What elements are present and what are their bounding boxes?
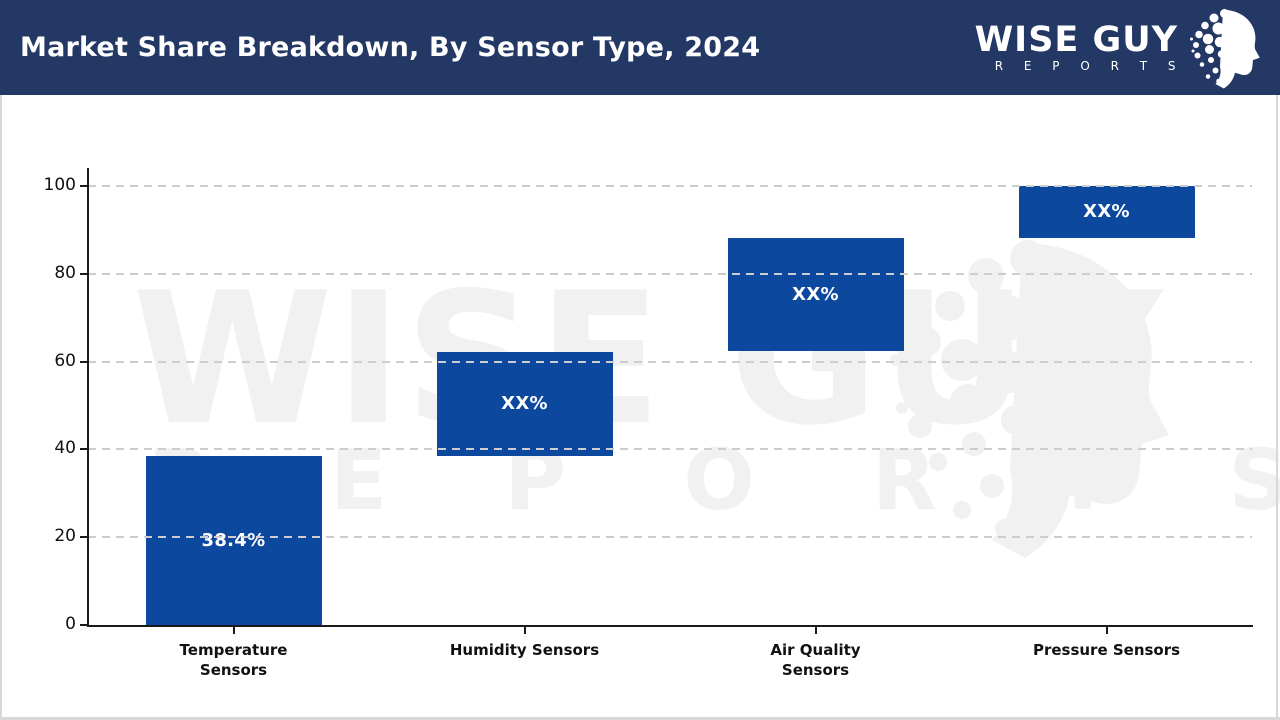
- dotted-head-logo-icon: [1180, 6, 1266, 90]
- wise-guy-reports-logo: WISE GUY R E P O R T S: [975, 6, 1266, 90]
- gridline: [88, 448, 1252, 451]
- x-axis-category-label: Temperature Sensors: [179, 641, 288, 679]
- bar-pressure-sensors: XX%: [1018, 186, 1195, 238]
- canvas-left-border: [0, 95, 2, 720]
- y-axis-tick-label: 60: [54, 350, 76, 371]
- y-axis-tick: [80, 185, 88, 187]
- y-axis-tick: [80, 448, 88, 451]
- bar-humidity-sensors: XX%: [436, 351, 613, 457]
- canvas-right-border: [1276, 95, 1278, 720]
- x-axis-tick: [1105, 627, 1108, 634]
- gridline: [88, 185, 1252, 187]
- x-axis-category-label: Pressure Sensors: [1032, 641, 1181, 659]
- gridline: [88, 360, 1252, 363]
- y-axis-tick: [80, 536, 88, 539]
- y-axis-tick-label: 80: [54, 262, 76, 283]
- x-axis-category-label: Humidity Sensors: [449, 641, 600, 659]
- gridline: [88, 272, 1252, 275]
- bar-value-label: XX%: [792, 284, 839, 306]
- y-axis-tick: [80, 624, 88, 626]
- x-axis-category-label: Air Quality Sensors: [770, 641, 861, 679]
- logo-text: WISE GUY R E P O R T S: [975, 22, 1178, 73]
- y-axis-tick-label: 20: [54, 526, 76, 547]
- y-axis-tick-label: 100: [43, 175, 76, 195]
- bar-value-label: 38.4%: [201, 530, 266, 552]
- x-axis-tick: [523, 627, 526, 634]
- bar-air-quality-sensors: XX%: [727, 237, 904, 352]
- header-band: Market Share Breakdown, By Sensor Type, …: [0, 0, 1280, 95]
- x-axis-tick: [232, 627, 235, 634]
- chart-title: Market Share Breakdown, By Sensor Type, …: [20, 32, 761, 63]
- y-axis-tick-label: 0: [65, 614, 76, 634]
- y-axis-tick: [80, 272, 88, 275]
- bar-temperature-sensors: 38.4%: [145, 456, 322, 625]
- gridline: [88, 536, 1252, 539]
- y-axis-tick-label: 40: [54, 438, 76, 459]
- bar-value-label: XX%: [501, 393, 548, 415]
- x-axis-line: [87, 625, 1253, 627]
- y-axis-line: [87, 168, 89, 627]
- y-axis-tick: [80, 360, 88, 363]
- logo-reports-text: R E P O R T S: [994, 59, 1184, 73]
- bar-value-label: XX%: [1083, 201, 1130, 223]
- x-axis-tick: [814, 627, 817, 634]
- logo-wise-guy-text: WISE GUY: [974, 20, 1178, 60]
- canvas-bottom-border: [0, 717, 1280, 720]
